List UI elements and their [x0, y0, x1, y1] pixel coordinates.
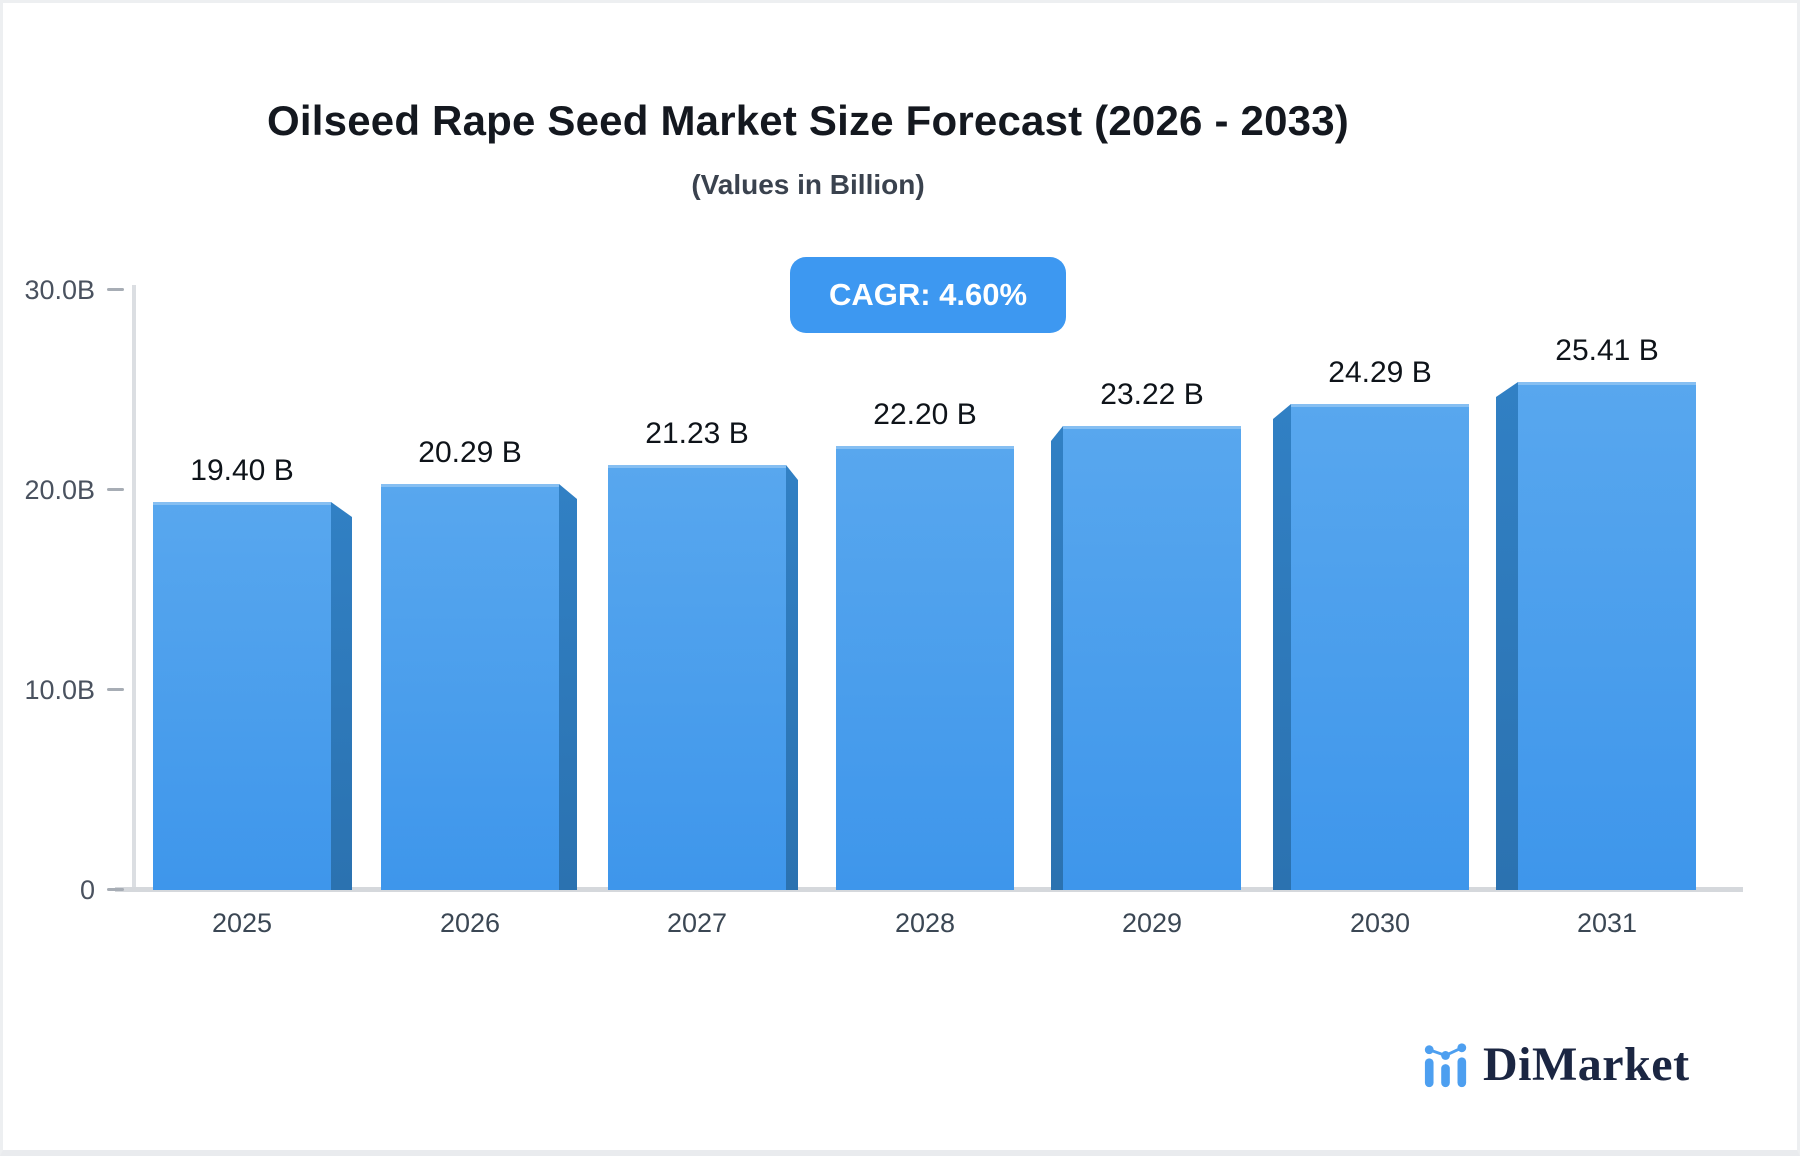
dimarket-logo: DiMarket [1423, 1039, 1690, 1091]
bar [1063, 426, 1241, 890]
bar-side-face [1051, 426, 1063, 890]
dimarket-logo-text: DiMarket [1483, 1038, 1690, 1091]
x-axis-label: 2030 [1349, 908, 1411, 938]
y-axis-line [132, 285, 136, 890]
chart-title: Oilseed Rape Seed Market Size Forecast (… [267, 97, 1349, 144]
y-axis-tick [107, 888, 124, 891]
bar-value-label: 24.29 B [1328, 356, 1432, 389]
bar-side-face [559, 484, 577, 890]
bar-value-label: 19.40 B [190, 454, 294, 487]
chart-subtitle: (Values in Billion) [691, 169, 925, 200]
x-axis-label: 2028 [894, 908, 956, 938]
bar-value-label: 25.41 B [1555, 334, 1659, 367]
x-axis-label: 2031 [1576, 908, 1638, 938]
y-axis-label: 0 [79, 875, 95, 905]
bar-side-face [1496, 382, 1518, 890]
bar [1291, 404, 1469, 890]
bar [1518, 382, 1696, 890]
cagr-badge: CAGR: 4.60% [790, 257, 1066, 333]
bar-side-face [331, 502, 352, 890]
bar-value-label: 22.20 B [873, 398, 977, 431]
bar [836, 446, 1014, 890]
y-axis-label: 20.0B [24, 475, 95, 505]
bar-value-label: 23.22 B [1100, 378, 1204, 411]
y-axis-tick [107, 288, 124, 291]
x-axis-label: 2025 [211, 908, 273, 938]
x-axis-label: 2029 [1121, 908, 1183, 938]
x-axis-label: 2026 [439, 908, 501, 938]
bar [153, 502, 331, 890]
dimarket-logo-icon [1424, 1043, 1467, 1088]
bar [608, 465, 786, 890]
y-axis-tick [107, 488, 124, 491]
y-axis-label: 10.0B [24, 675, 95, 705]
bar-side-face [786, 465, 798, 890]
bar-value-label: 20.29 B [418, 436, 522, 469]
bar-value-label: 21.23 B [645, 417, 749, 450]
chart-canvas: 30.0B 20.0B 10.0B 0 19.40 B 2025 20.29 B 2026 21… [3, 3, 1800, 1159]
y-axis-tick [107, 688, 124, 691]
bar-side-face [1273, 404, 1291, 890]
y-axis-label: 30.0B [24, 275, 95, 305]
bar [381, 484, 559, 890]
x-axis-label: 2027 [666, 908, 728, 938]
